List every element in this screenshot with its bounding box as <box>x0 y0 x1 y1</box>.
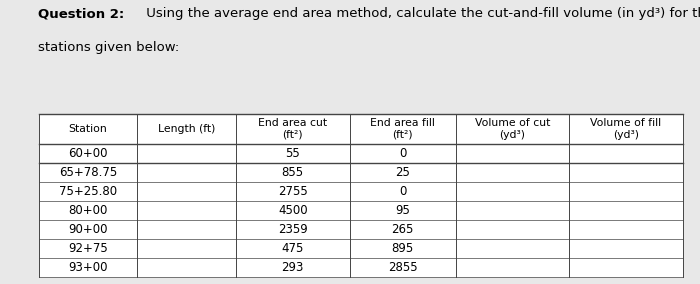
Text: 80+00: 80+00 <box>68 204 108 217</box>
Text: 75+25.80: 75+25.80 <box>59 185 117 198</box>
Text: 4500: 4500 <box>278 204 307 217</box>
Text: 92+75: 92+75 <box>68 242 108 255</box>
Text: 2855: 2855 <box>388 261 417 274</box>
Text: Volume of fill
(yd³): Volume of fill (yd³) <box>590 118 662 140</box>
Text: 93+00: 93+00 <box>68 261 108 274</box>
Text: Station: Station <box>69 124 107 134</box>
Text: 475: 475 <box>281 242 304 255</box>
Text: 293: 293 <box>281 261 304 274</box>
Text: 55: 55 <box>286 147 300 160</box>
Text: 0: 0 <box>399 185 406 198</box>
Text: Using the average end area method, calculate the cut-and-fill volume (in yd³) fo: Using the average end area method, calcu… <box>142 7 700 20</box>
Bar <box>38 114 682 277</box>
Text: stations given below:: stations given below: <box>38 41 180 54</box>
Text: 895: 895 <box>391 242 414 255</box>
Text: 25: 25 <box>395 166 410 179</box>
Text: End area cut
(ft²): End area cut (ft²) <box>258 118 328 140</box>
Text: Length (ft): Length (ft) <box>158 124 216 134</box>
Text: 2359: 2359 <box>278 223 308 236</box>
Text: Question 2:: Question 2: <box>38 7 125 20</box>
Text: 90+00: 90+00 <box>68 223 108 236</box>
Text: 0: 0 <box>399 147 406 160</box>
Text: 2755: 2755 <box>278 185 308 198</box>
Text: 855: 855 <box>281 166 304 179</box>
Text: 60+00: 60+00 <box>68 147 108 160</box>
Text: 65+78.75: 65+78.75 <box>59 166 117 179</box>
Text: End area fill
(ft²): End area fill (ft²) <box>370 118 435 140</box>
Text: Volume of cut
(yd³): Volume of cut (yd³) <box>475 118 550 140</box>
Text: 95: 95 <box>395 204 410 217</box>
Text: 265: 265 <box>391 223 414 236</box>
